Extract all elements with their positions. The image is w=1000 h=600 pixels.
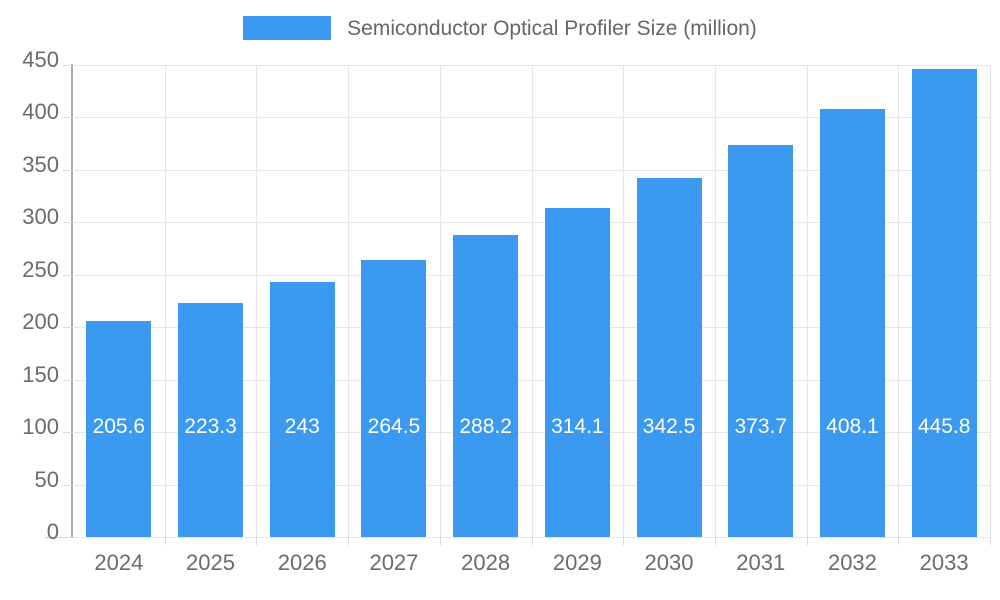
y-axis-tick-label: 150 <box>22 361 59 387</box>
x-axis-tick-mark <box>164 537 166 545</box>
plot-area: 205.6 223.3 243 264.5 288.2 314.1 342.5 373.7 40… <box>73 65 991 538</box>
bar[interactable]: 373.7 <box>728 145 794 537</box>
gridline-horizontal <box>73 484 990 486</box>
y-axis-tick-label: 450 <box>22 47 59 72</box>
legend-item-label: Semiconductor Optical Profiler Size (mil… <box>347 16 757 40</box>
x-axis-tick-mark <box>439 537 441 545</box>
gridline-vertical <box>807 65 808 537</box>
gridline-vertical <box>715 65 716 537</box>
bar-value-label: 264.5 <box>367 415 421 438</box>
x-axis-tick-mark <box>898 537 900 545</box>
gridline-vertical <box>532 65 533 537</box>
y-axis-tick-label: 400 <box>22 99 59 125</box>
bar[interactable]: 408.1 <box>819 108 885 537</box>
x-axis-tick-mark <box>348 537 350 545</box>
bar[interactable]: 264.5 <box>361 259 427 537</box>
x-axis-tick-label: 2030 <box>644 550 694 575</box>
bar-value-label: 223.3 <box>184 415 237 438</box>
bar[interactable]: 314.1 <box>544 207 610 537</box>
gridline-horizontal <box>73 65 990 66</box>
y-axis-line <box>71 64 73 538</box>
gridline-horizontal <box>73 274 990 276</box>
bar-value-label: 205.6 <box>92 415 146 438</box>
y-axis-tick-mark <box>63 117 73 119</box>
bar[interactable]: 243 <box>269 282 335 537</box>
y-axis-tick-mark <box>63 537 73 538</box>
x-axis-tick-mark <box>256 537 258 545</box>
bar-value-label: 445.8 <box>917 415 971 438</box>
x-axis-tick-mark <box>623 537 625 545</box>
x-axis-tick-label: 2027 <box>369 550 419 575</box>
gridline-horizontal <box>73 379 990 381</box>
y-axis-tick-label: 350 <box>22 151 59 177</box>
bar-value-label: 243 <box>284 415 320 438</box>
gridline-vertical <box>990 65 991 537</box>
y-axis-tick-label: 50 <box>34 466 59 492</box>
x-axis-tick-label: 2033 <box>919 550 969 575</box>
y-axis-tick-label: 250 <box>22 256 59 282</box>
y-axis-tick-label: 0 <box>46 519 59 544</box>
x-axis-tick-mark <box>806 537 808 545</box>
bar[interactable]: 342.5 <box>636 177 702 537</box>
y-axis-tick-mark <box>63 169 73 171</box>
gridline-horizontal <box>73 117 990 119</box>
gridline-horizontal <box>73 222 990 224</box>
x-axis-tick-label: 2029 <box>552 550 602 575</box>
gridline-vertical <box>623 65 624 537</box>
x-axis-tick-label: 2028 <box>461 550 511 575</box>
bar[interactable]: 445.8 <box>911 69 977 537</box>
gridline-vertical <box>165 65 166 537</box>
x-axis-tick-mark <box>990 537 991 545</box>
x-axis-tick-label: 2026 <box>277 550 327 575</box>
bar-value-label: 342.5 <box>642 415 696 438</box>
x-axis-tick-label: 2024 <box>94 550 144 575</box>
x-axis-tick-label: 2031 <box>736 550 786 575</box>
legend-color-swatch <box>243 16 332 40</box>
y-axis-tick-mark <box>63 379 73 381</box>
y-axis-tick-label: 300 <box>22 204 59 230</box>
y-axis-tick-mark <box>63 65 73 66</box>
gridline-vertical <box>256 65 257 537</box>
y-axis-tick-mark <box>63 327 73 329</box>
bar-value-label: 314.1 <box>551 415 604 438</box>
gridline-vertical <box>348 65 349 537</box>
y-axis-tick-mark <box>63 432 73 434</box>
bar-value-label: 373.7 <box>734 415 788 438</box>
gridline-vertical <box>440 65 441 537</box>
gridline-horizontal <box>73 169 990 171</box>
gridline-horizontal <box>73 327 990 329</box>
gridline-horizontal <box>73 432 990 434</box>
bar[interactable]: 223.3 <box>178 302 244 537</box>
bar[interactable]: 288.2 <box>453 234 519 537</box>
y-axis-tick-mark <box>63 222 73 224</box>
gridline-vertical <box>898 65 899 537</box>
y-axis-tick-mark <box>63 274 73 276</box>
chart-legend: Semiconductor Optical Profiler Size (mil… <box>0 8 1000 48</box>
x-axis-tick-mark <box>714 537 716 545</box>
bar[interactable]: 205.6 <box>86 321 152 537</box>
bar-value-label: 408.1 <box>826 415 879 438</box>
x-axis-tick-mark <box>531 537 533 545</box>
x-axis-tick-label: 2025 <box>186 550 235 575</box>
bar-value-label: 288.2 <box>459 415 512 438</box>
y-axis-tick-label: 100 <box>22 414 59 440</box>
y-axis-tick-mark <box>63 484 73 486</box>
y-axis-tick-label: 200 <box>22 309 59 335</box>
x-axis-tick-label: 2032 <box>827 550 877 575</box>
